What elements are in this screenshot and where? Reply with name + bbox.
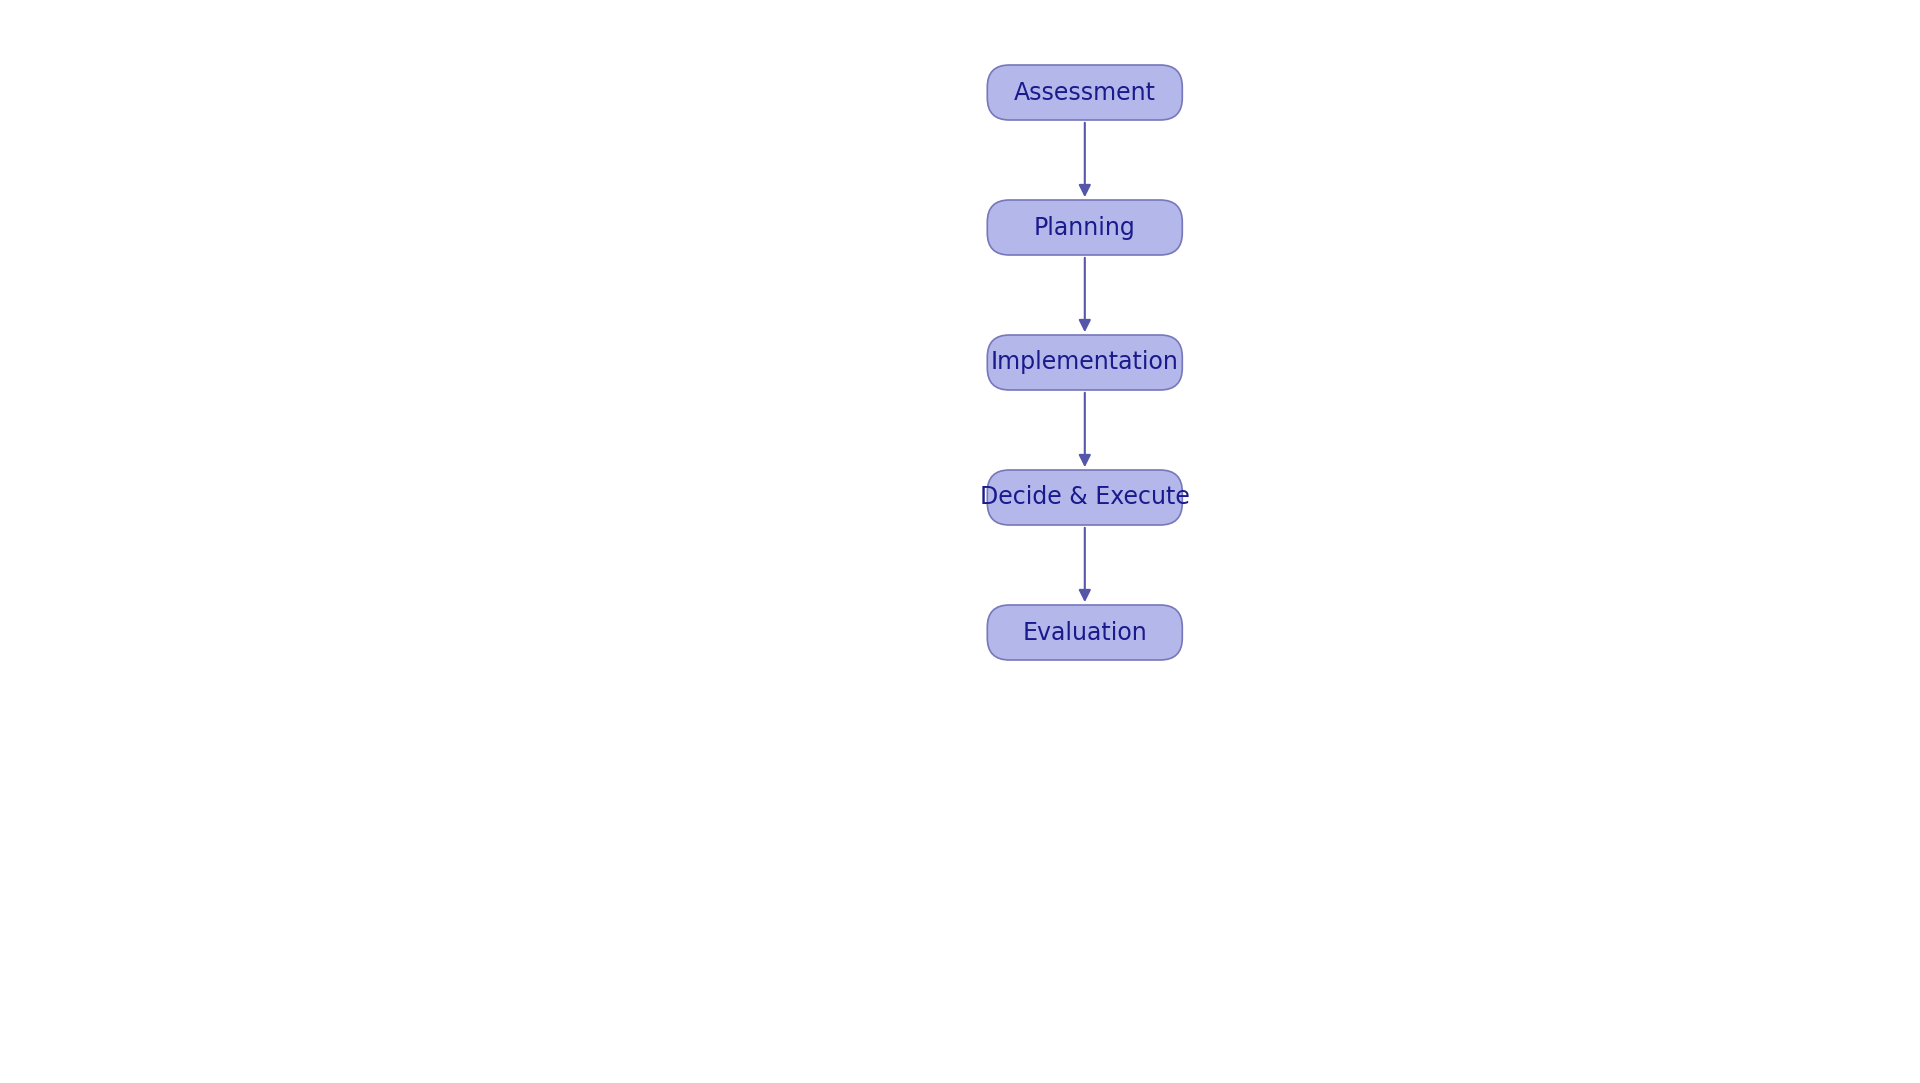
FancyBboxPatch shape <box>987 605 1183 660</box>
FancyBboxPatch shape <box>987 470 1183 525</box>
Text: Assessment: Assessment <box>1014 80 1156 104</box>
FancyBboxPatch shape <box>987 65 1183 120</box>
FancyBboxPatch shape <box>987 335 1183 390</box>
Text: Decide & Execute: Decide & Execute <box>979 485 1190 509</box>
FancyBboxPatch shape <box>987 200 1183 255</box>
Text: Implementation: Implementation <box>991 351 1179 375</box>
Text: Planning: Planning <box>1035 216 1135 239</box>
Text: Evaluation: Evaluation <box>1023 621 1146 644</box>
